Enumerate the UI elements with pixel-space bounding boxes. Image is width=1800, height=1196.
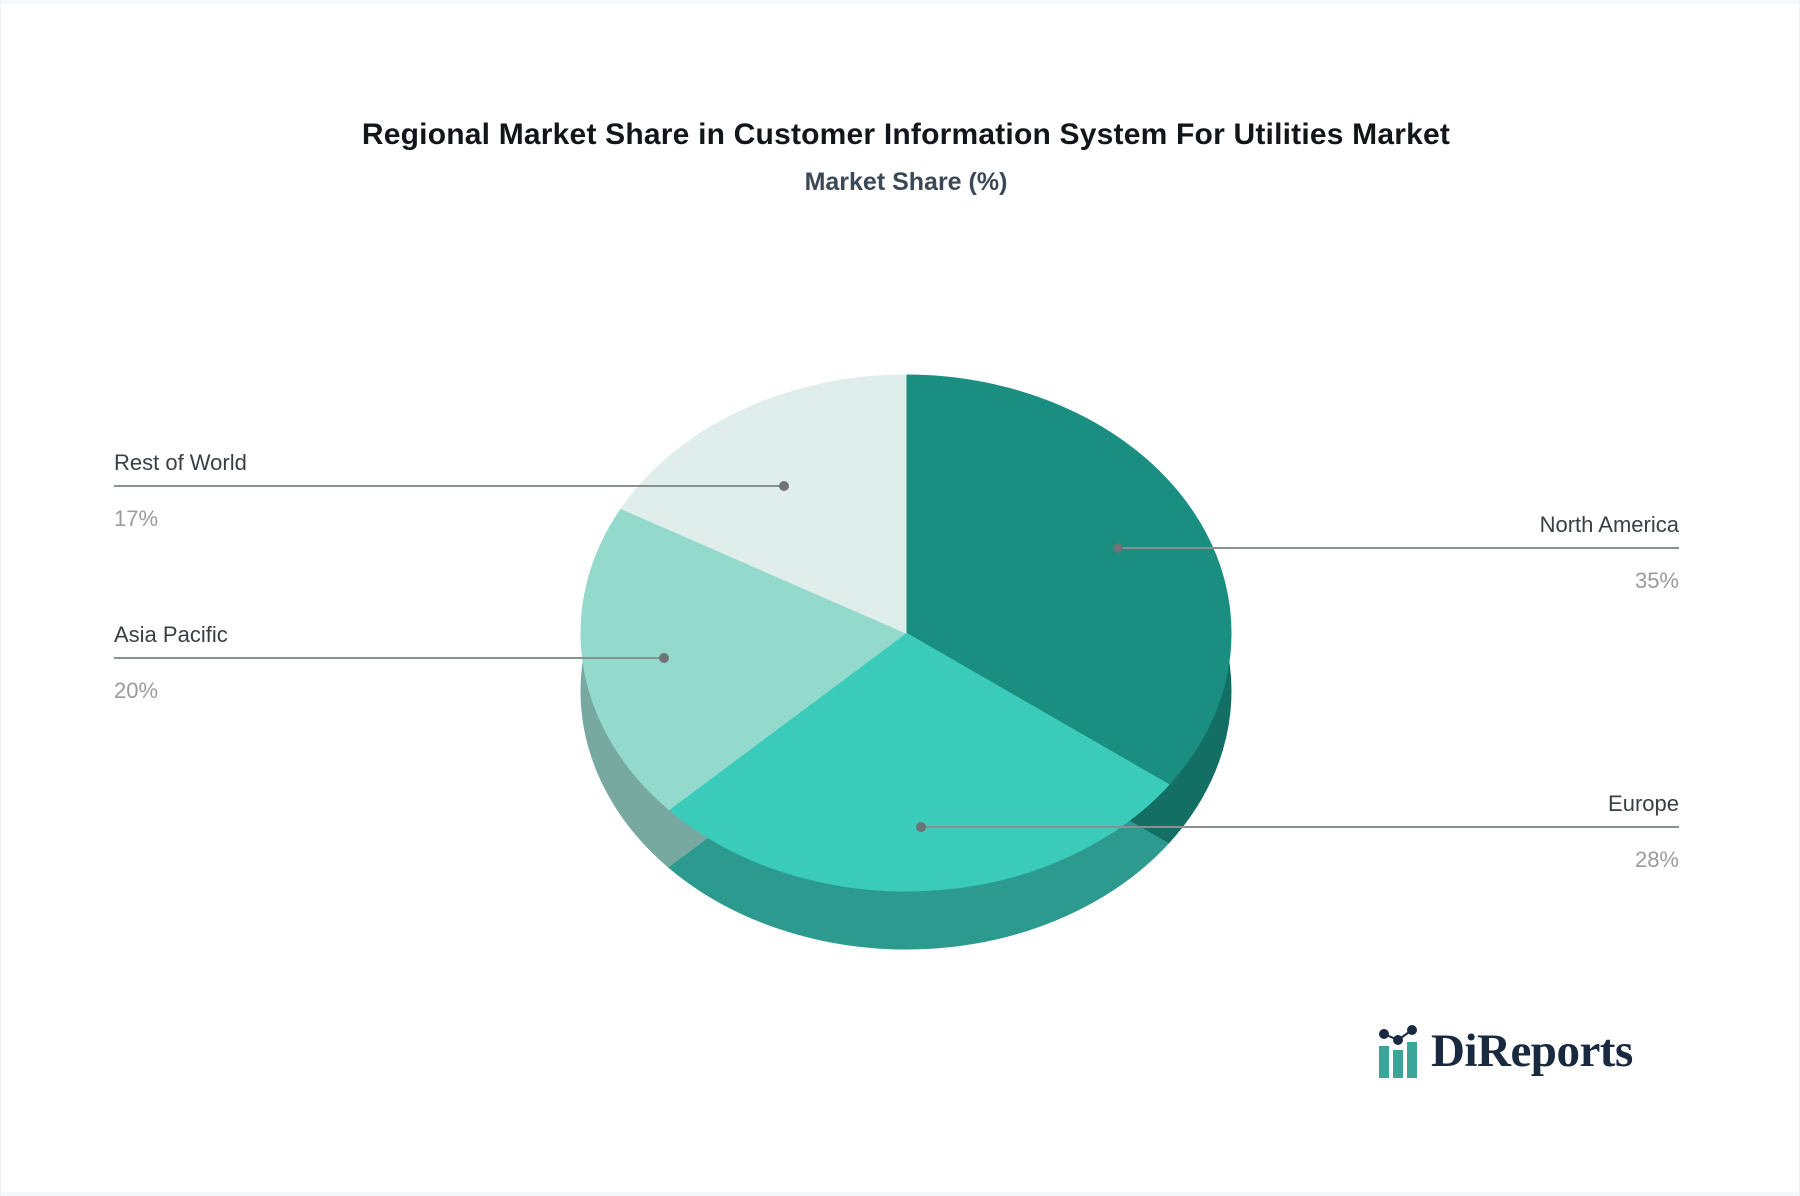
leader-line-europe [921, 826, 1679, 828]
leader-dot-rest-of-world [779, 481, 789, 491]
pie-slice-north-america [905, 374, 1232, 786]
chart-subtitle: Market Share (%) [804, 168, 1008, 196]
chart-title: Regional Market Share in Customer Inform… [361, 118, 1451, 151]
pie-value-europe: 28% [1634, 847, 1679, 872]
top-edge-strip [1, 0, 1799, 4]
direports-logo: DiReports [1377, 1022, 1633, 1080]
leader-dot-asia-pacific [659, 653, 669, 663]
pie-label-europe: Europe [1608, 791, 1679, 816]
bar-chart-logo-icon [1379, 1025, 1417, 1078]
pie-slice-asia-pacific [580, 508, 907, 811]
leader-line-rest-of-world [114, 485, 784, 487]
leader-line-asia-pacific [114, 657, 664, 659]
logo-text: DiReports [1431, 1024, 1633, 1077]
pie-slice-rest-of-world [620, 374, 907, 634]
pie-value-asia-pacific: 20% [114, 678, 159, 703]
bottom-edge-strip [1, 1192, 1799, 1196]
leader-dot-north-america [1113, 543, 1123, 553]
pie-value-rest-of-world: 17% [114, 506, 159, 531]
leader-line-north-america [1118, 547, 1679, 549]
pie-label-north-america: North America [1539, 512, 1679, 537]
leader-dot-europe [916, 822, 926, 832]
pie-label-asia-pacific: Asia Pacific [114, 622, 228, 647]
pie-value-north-america: 35% [1634, 568, 1679, 593]
pie-label-rest-of-world: Rest of World [114, 450, 247, 475]
